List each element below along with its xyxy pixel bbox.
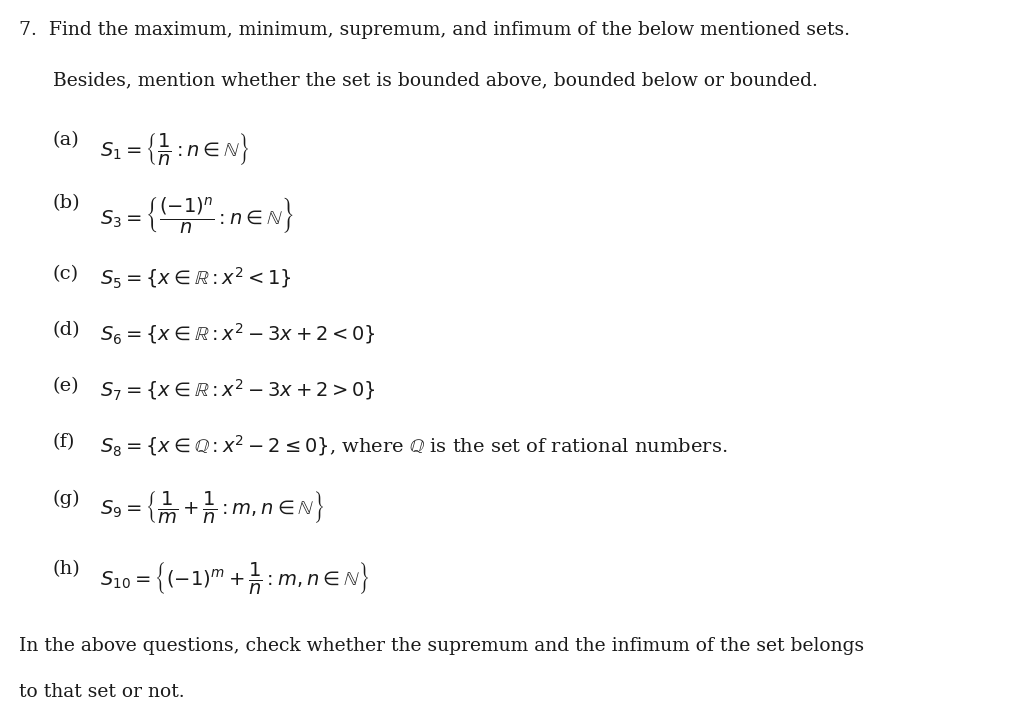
Text: (a): (a): [52, 131, 80, 149]
Text: $S_8 = \left\{x \in \mathbb{Q} : x^2 - 2 \leq 0\right\}$, where $\mathbb{Q}$ is : $S_8 = \left\{x \in \mathbb{Q} : x^2 - 2…: [100, 434, 728, 458]
Text: (g): (g): [52, 489, 80, 508]
Text: In the above questions, check whether the supremum and the infimum of the set be: In the above questions, check whether th…: [19, 637, 864, 655]
Text: $S_1 = \left\{\dfrac{1}{n} : n \in \mathbb{N}\right\}$: $S_1 = \left\{\dfrac{1}{n} : n \in \math…: [100, 131, 250, 167]
Text: Besides, mention whether the set is bounded above, bounded below or bounded.: Besides, mention whether the set is boun…: [52, 72, 817, 90]
Text: (c): (c): [52, 265, 79, 283]
Text: 7.  Find the maximum, minimum, supremum, and infimum of the below mentioned sets: 7. Find the maximum, minimum, supremum, …: [19, 21, 850, 39]
Text: $S_5 = \left\{x \in \mathbb{R} : x^2 < 1\right\}$: $S_5 = \left\{x \in \mathbb{R} : x^2 < 1…: [100, 265, 292, 290]
Text: $S_7 = \left\{x \in \mathbb{R} : x^2 - 3x + 2 > 0\right\}$: $S_7 = \left\{x \in \mathbb{R} : x^2 - 3…: [100, 377, 377, 402]
Text: (h): (h): [52, 560, 80, 577]
Text: $S_{10} = \left\{(-1)^m + \dfrac{1}{n} : m, n \in \mathbb{N}\right\}$: $S_{10} = \left\{(-1)^m + \dfrac{1}{n} :…: [100, 560, 370, 596]
Text: $S_3 = \left\{\dfrac{(-1)^n}{n} : n \in \mathbb{N}\right\}$: $S_3 = \left\{\dfrac{(-1)^n}{n} : n \in …: [100, 195, 294, 235]
Text: (e): (e): [52, 377, 79, 395]
Text: (d): (d): [52, 321, 80, 339]
Text: (f): (f): [52, 434, 75, 451]
Text: $S_9 = \left\{\dfrac{1}{m} + \dfrac{1}{n} : m, n \in \mathbb{N}\right\}$: $S_9 = \left\{\dfrac{1}{m} + \dfrac{1}{n…: [100, 489, 325, 525]
Text: (b): (b): [52, 195, 80, 212]
Text: to that set or not.: to that set or not.: [19, 682, 184, 701]
Text: $S_6 = \left\{x \in \mathbb{R} : x^2 - 3x + 2 < 0\right\}$: $S_6 = \left\{x \in \mathbb{R} : x^2 - 3…: [100, 321, 377, 346]
